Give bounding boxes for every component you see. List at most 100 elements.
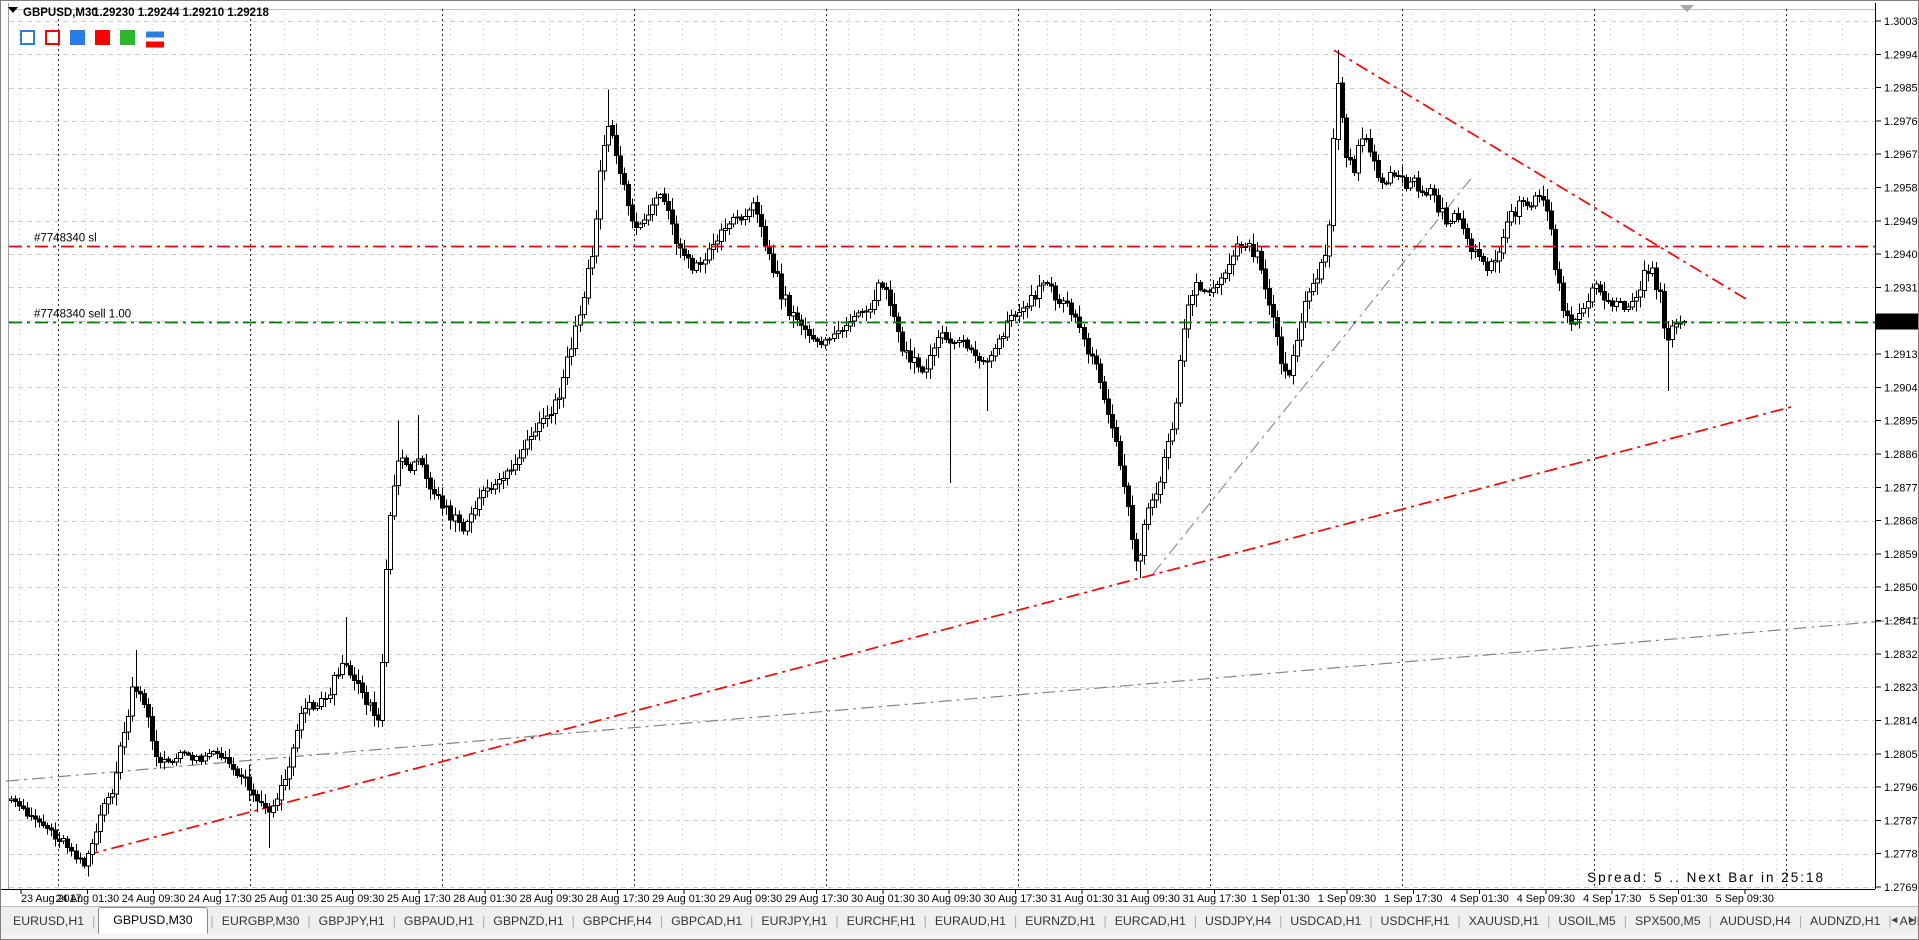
tab-gbpchf-h4[interactable]: GBPCHF,H4 [582, 913, 652, 928]
tab-scroll-left-icon[interactable]: ◄ [1889, 915, 1900, 926]
swatch-bid-ask-bars-bottom[interactable] [146, 41, 164, 48]
swatch-green-fill[interactable] [120, 30, 135, 45]
candle-body [646, 214, 651, 221]
candle-body [1549, 210, 1554, 230]
swatch-red-outline[interactable] [45, 30, 60, 45]
candle-body [505, 470, 510, 480]
candle-body [1069, 302, 1074, 316]
swatch-blue-outline[interactable] [20, 30, 35, 45]
tab-separator: | [571, 913, 575, 928]
candle-body [1646, 270, 1651, 275]
time-label: 30 Aug 17:30 [984, 893, 1048, 905]
candle-body [759, 214, 764, 227]
candle-body [1118, 441, 1123, 466]
tab-eurjpy-h1[interactable]: EURJPY,H1 [761, 913, 828, 928]
candle-body [553, 399, 558, 415]
candle-body [1190, 295, 1195, 306]
candle-body [1662, 290, 1667, 329]
candle-body [662, 193, 667, 202]
tab-usdjpy-h4[interactable]: USDJPY,H4 [1204, 913, 1272, 928]
candle-body [1073, 313, 1078, 318]
tab-eurgbp-m30[interactable]: EURGBP,M30 [221, 913, 300, 928]
price-label: 1.29040 [1884, 382, 1919, 394]
tab-audusd-h4[interactable]: AUDUSD,H4 [1719, 913, 1791, 928]
candle-body [1537, 195, 1542, 198]
tab-gbpaud-h1[interactable]: GBPAUD,H1 [403, 913, 475, 928]
tab-usoil-m5[interactable]: USOIL,M5 [1558, 913, 1616, 928]
candle-body [807, 328, 812, 337]
candle-body [271, 805, 276, 813]
candle-body [876, 282, 881, 301]
tab-xauusd-h1[interactable]: XAUUSD,H1 [1468, 913, 1540, 928]
candle-body [573, 325, 578, 350]
candle-body [795, 312, 800, 320]
candle-body [840, 329, 845, 333]
time-label: 29 Aug 09:30 [718, 893, 782, 905]
candle-body [763, 225, 768, 247]
tab-eurchf-h1[interactable]: EURCHF,H1 [846, 913, 916, 928]
price-label: 1.29400 [1884, 249, 1919, 261]
candle-body [21, 805, 26, 809]
tab-gbpusd-m30[interactable]: GBPUSD,M30 [98, 907, 208, 934]
candle-body [892, 304, 897, 318]
price-label: 1.27960 [1884, 782, 1919, 794]
price-label: 1.29940 [1884, 49, 1919, 61]
candle-body [315, 705, 320, 710]
candle-body [1025, 306, 1030, 309]
trendlines[interactable] [5, 49, 1919, 856]
tab-spx500-m5[interactable]: SPX500,M5 [1634, 913, 1701, 928]
chevron-down-icon[interactable] [8, 7, 18, 13]
tab-gbpjpy-h1[interactable]: GBPJPY,H1 [318, 913, 385, 928]
tab-audcad-daily[interactable]: AUDCAD,Daily [1899, 913, 1918, 928]
current-price-tag: 1.29218 [1876, 313, 1918, 330]
candle-body [436, 493, 441, 497]
swatch-blue-fill[interactable] [70, 30, 85, 45]
candle-body [1061, 300, 1066, 305]
price-label: 1.29760 [1884, 116, 1919, 128]
price-label: 1.28590 [1884, 549, 1919, 561]
trendline-long-term-gray[interactable] [5, 617, 1919, 782]
candle-body [1436, 194, 1441, 213]
candle-body [1586, 301, 1591, 309]
trendline-steep-gray[interactable] [1152, 175, 1474, 575]
trendline-descending-resistance[interactable] [1333, 49, 1747, 300]
tab-usdchf-h1[interactable]: USDCHF,H1 [1380, 913, 1450, 928]
candle-body [307, 702, 312, 710]
candle-body [1529, 205, 1534, 208]
tab-gbpnzd-h1[interactable]: GBPNZD,H1 [493, 913, 564, 928]
candle-body [211, 751, 216, 755]
candle-body [1485, 261, 1490, 272]
swatch-bid-ask-bars-top[interactable] [146, 31, 164, 38]
candle-body [1517, 200, 1522, 218]
trendline-ascending-support[interactable] [85, 406, 1792, 856]
symbol-ohlc-readout: 1.29230 1.29244 1.29210 1.29218 [93, 7, 269, 19]
chart-shift-marker-icon[interactable] [1680, 5, 1694, 12]
candle-body [1400, 175, 1405, 178]
candle-body [1610, 300, 1615, 307]
candle-body [497, 479, 502, 485]
candle-body [440, 495, 445, 509]
price-chart[interactable]: 1.30030 1.29940 1.29850 1.29760 1.29670 1.295… [1, 1, 1919, 906]
candle-body [1420, 190, 1425, 193]
candle-body [1541, 195, 1546, 201]
symbol-overlay: GBPUSD,M30 1.29230 1.29244 1.29210 1.292… [8, 7, 269, 48]
tab-eurcad-h1[interactable]: EURCAD,H1 [1114, 913, 1186, 928]
candle-body [150, 715, 155, 742]
candle-body [904, 349, 909, 353]
tab-scroll-right-icon[interactable]: ► [1907, 915, 1917, 926]
tab-eurusd-h1[interactable]: EURUSD,H1 [13, 913, 85, 928]
color-swatches[interactable] [20, 30, 164, 48]
candle-body [957, 339, 962, 344]
price-label: 1.28050 [1884, 749, 1919, 761]
price-label: 1.29310 [1884, 282, 1919, 294]
swatch-red-fill[interactable] [95, 30, 110, 45]
tab-usdcad-h1[interactable]: USDCAD,H1 [1290, 913, 1362, 928]
candle-body [1654, 267, 1659, 291]
tab-euraud-h1[interactable]: EURAUD,H1 [934, 913, 1006, 928]
tab-audnzd-h1[interactable]: AUDNZD,H1 [1810, 913, 1881, 928]
tab-gbpcad-h1[interactable]: GBPCAD,H1 [671, 913, 743, 928]
tab-eurnzd-h1[interactable]: EURNZD,H1 [1025, 913, 1096, 928]
candle-body [578, 314, 583, 326]
candle-body [1013, 314, 1018, 317]
tab-separator: | [1457, 913, 1461, 928]
